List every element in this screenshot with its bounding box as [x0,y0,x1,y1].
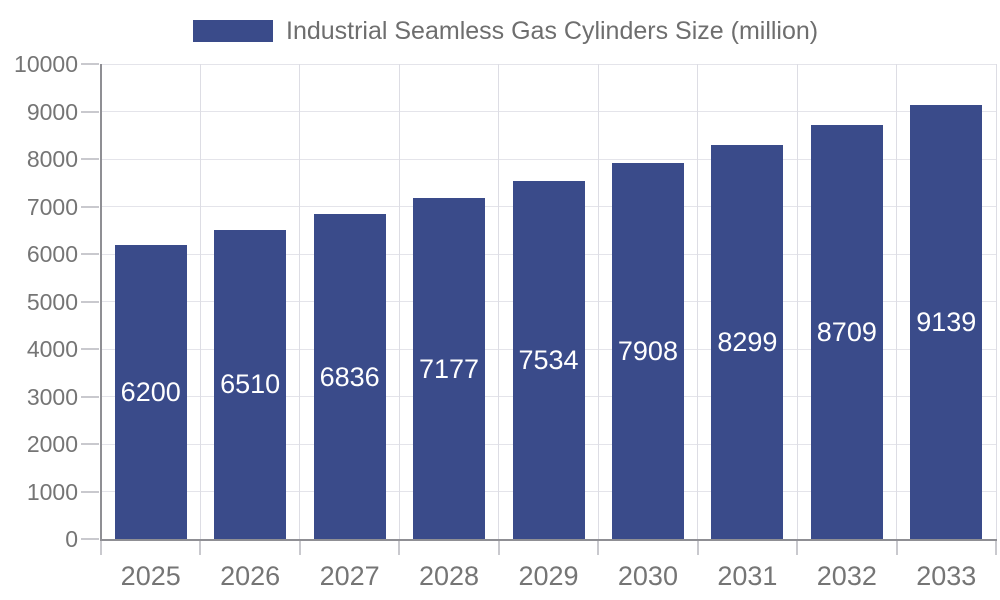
y-axis-tick [81,348,99,350]
bar[interactable] [711,144,784,539]
bar-value-label: 6510 [220,369,281,400]
bar[interactable] [810,125,883,539]
y-axis-tick-label: 10000 [14,51,78,77]
bar-value-label: 7177 [419,353,480,384]
x-axis-tick-label: 2028 [419,561,480,591]
gridline-vertical [398,64,400,539]
bar[interactable] [114,244,187,539]
bar-value-label: 6200 [120,376,181,407]
x-axis-tick [597,541,600,555]
x-axis-tick [298,541,301,555]
y-axis-tick [81,300,99,303]
gridline-horizontal [101,111,996,112]
bar-value-label: 9139 [916,306,977,337]
x-axis-tick-label: 2029 [518,561,579,591]
y-axis-tick [81,158,99,160]
y-axis-tick [81,490,99,493]
x-axis-tick [497,541,500,555]
x-axis-tick-label: 2025 [120,561,181,591]
bar[interactable] [512,181,585,539]
y-axis-tick-label: 8000 [26,146,78,172]
x-axis-tick-label: 2031 [717,561,778,591]
bar-value-label: 7908 [617,336,678,367]
y-axis-tick-label: 5000 [26,288,78,315]
x-axis-line [100,539,997,541]
bar[interactable] [413,198,486,539]
x-axis-tick [100,541,102,555]
gridline-vertical [199,64,201,539]
bar-value-label: 7534 [518,345,579,376]
y-axis-tick-label: 2000 [26,431,78,457]
gridline-vertical [697,64,699,539]
y-axis-tick-label: 7000 [26,193,78,220]
x-axis-tick [199,541,202,555]
bar-value-label: 8299 [717,326,778,357]
gridline-vertical [498,64,500,539]
y-axis-tick-label: 0 [65,526,78,552]
y-axis-tick-label: 4000 [26,336,78,362]
y-axis-tick [81,110,99,113]
y-axis-tick [81,443,99,445]
gridline-horizontal [101,63,996,65]
x-axis-tick [796,541,799,555]
y-axis-tick-label: 9000 [26,98,78,125]
gridline-vertical [896,64,898,539]
legend[interactable]: Industrial Seamless Gas Cylinders Size (… [193,17,818,45]
bar[interactable] [214,229,287,539]
bar-value-label: 6836 [319,361,380,392]
gridline-vertical [796,64,798,539]
y-axis-tick-label: 6000 [26,241,78,267]
x-axis-tick-label: 2030 [617,561,678,591]
bar-value-label: 8709 [816,317,877,348]
gridline-horizontal [101,158,996,160]
bar[interactable] [910,104,983,539]
gridline-vertical [995,64,997,539]
x-axis-tick-label: 2026 [220,561,281,591]
y-axis-tick [81,395,99,398]
gridline-vertical [299,64,301,539]
bar[interactable] [313,214,386,539]
bar[interactable] [611,163,684,539]
y-axis-tick [81,205,99,208]
legend-swatch [193,20,273,42]
x-axis-tick [995,541,997,555]
gridline-vertical [597,64,599,539]
x-axis-tick-label: 2027 [319,561,380,591]
x-axis-tick [895,541,898,555]
legend-label: Industrial Seamless Gas Cylinders Size (… [286,17,819,45]
x-axis-tick-label: 2033 [916,561,977,591]
x-axis-tick [696,541,699,555]
y-axis-tick-label: 1000 [26,478,78,505]
y-axis-tick [81,253,99,255]
x-axis-tick-label: 2032 [816,561,877,591]
y-axis-line [100,64,102,541]
y-axis-tick [81,63,99,65]
y-axis-tick-label: 3000 [26,383,78,410]
y-axis-tick [81,538,99,540]
x-axis-tick [398,541,401,555]
